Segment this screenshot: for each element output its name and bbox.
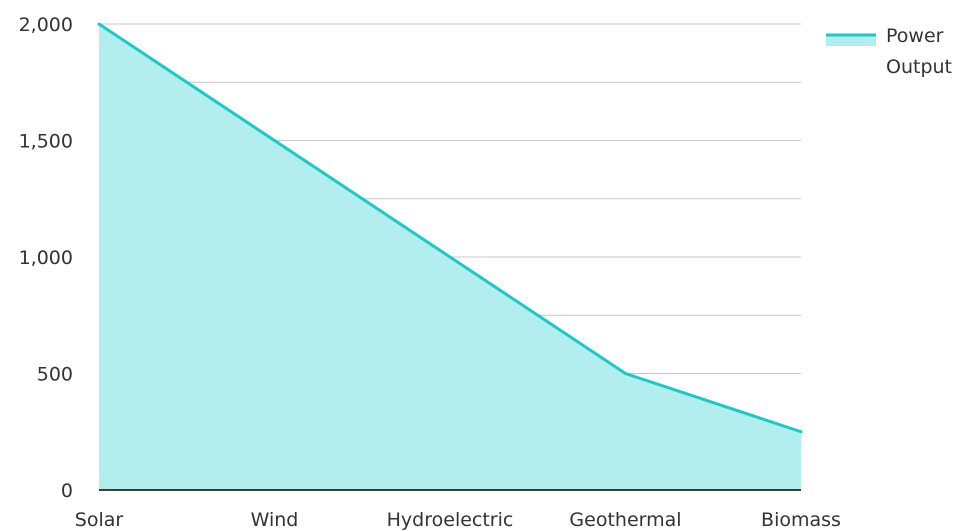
data-point-geothermal [624, 372, 627, 375]
legend-swatch [826, 34, 876, 46]
data-point-wind [273, 139, 276, 142]
x-tick-label: Geothermal [569, 509, 681, 531]
data-point-hydroelectric [448, 255, 452, 259]
y-axis-ticks: 0 500 1,000 1,500 2,000 [19, 14, 73, 502]
data-point-biomass [799, 430, 803, 434]
y-tick-label: 2,000 [19, 14, 73, 36]
legend-label: Power [886, 25, 944, 47]
legend: Power Output [826, 25, 952, 78]
x-axis-ticks: Solar Wind Hydroelectric Geothermal Biomass [75, 509, 841, 531]
data-point-solar [97, 22, 101, 26]
legend-label: Output [886, 56, 952, 78]
y-tick-label: 1,500 [19, 131, 73, 153]
x-tick-label: Biomass [761, 509, 841, 531]
y-tick-label: 500 [37, 364, 73, 386]
x-tick-label: Hydroelectric [387, 509, 514, 531]
y-tick-label: 1,000 [19, 247, 73, 269]
y-tick-label: 0 [61, 480, 73, 502]
x-tick-label: Wind [251, 509, 299, 531]
data-points [97, 22, 803, 434]
x-tick-label: Solar [75, 509, 124, 531]
